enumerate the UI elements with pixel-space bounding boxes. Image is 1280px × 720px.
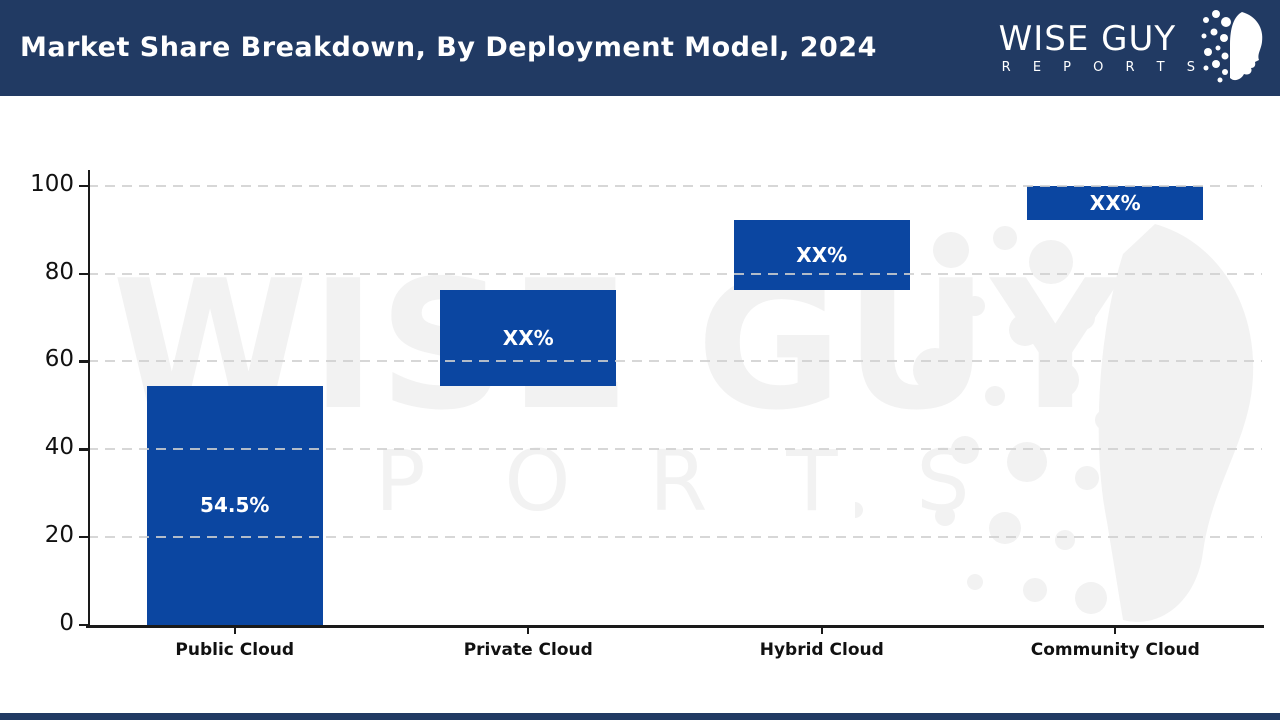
y-gridline [88,536,1262,539]
y-gridline [88,272,1262,275]
waterfall-bar: 54.5% [146,385,323,625]
y-axis-tick-label: 60 [44,346,74,373]
x-axis-category-label: Hybrid Cloud [759,640,884,660]
waterfall-bar: XX% [1027,185,1204,220]
y-axis-tick-label: 40 [44,434,74,461]
y-axis-tick-mark [79,536,88,539]
logo-subtitle: R E P O R T S [1001,59,1204,75]
y-axis-tick-mark [79,448,88,451]
y-axis-tick-label: 100 [30,170,74,197]
y-axis-line [88,170,91,627]
x-axis-tick-mark [233,625,236,634]
bar-value-label: XX% [1089,190,1141,215]
x-axis-category-label: Private Cloud [463,640,593,660]
y-gridline [88,184,1262,187]
wise-guy-reports-logo: WISE GUY R E P O R T S [999,8,1266,86]
y-axis-tick-mark [79,272,88,275]
y-axis-tick-label: 20 [44,522,74,549]
y-axis-tick-label: 0 [59,610,74,636]
y-gridline [88,360,1262,363]
bar-value-label: XX% [502,325,554,350]
y-gridline [88,448,1262,451]
bar-value-label: XX% [796,242,848,267]
watermark-face-icon [855,224,1254,622]
x-axis-tick-mark [1114,625,1117,634]
page-title: Market Share Breakdown, By Deployment Mo… [20,32,877,63]
x-axis-category-label: Community Cloud [1030,640,1200,660]
bar-value-label: 54.5% [200,493,270,518]
x-axis-category-label: Public Cloud [175,640,295,660]
x-axis-tick-mark [820,625,823,634]
y-axis-tick-mark [79,624,88,627]
y-axis-tick-mark [79,184,88,187]
waterfall-bar: XX% [440,289,617,386]
x-axis-line [86,625,1264,628]
waterfall-bar: XX% [733,219,910,290]
header-bar: Market Share Breakdown, By Deployment Mo… [0,0,1280,96]
x-axis-tick-mark [527,625,530,634]
logo-wordmark: WISE GUY [998,18,1177,59]
y-axis-tick-mark [79,360,88,363]
y-axis-tick-label: 80 [44,258,74,285]
logo-face-icon [1201,10,1263,83]
footer-bar [0,713,1280,720]
